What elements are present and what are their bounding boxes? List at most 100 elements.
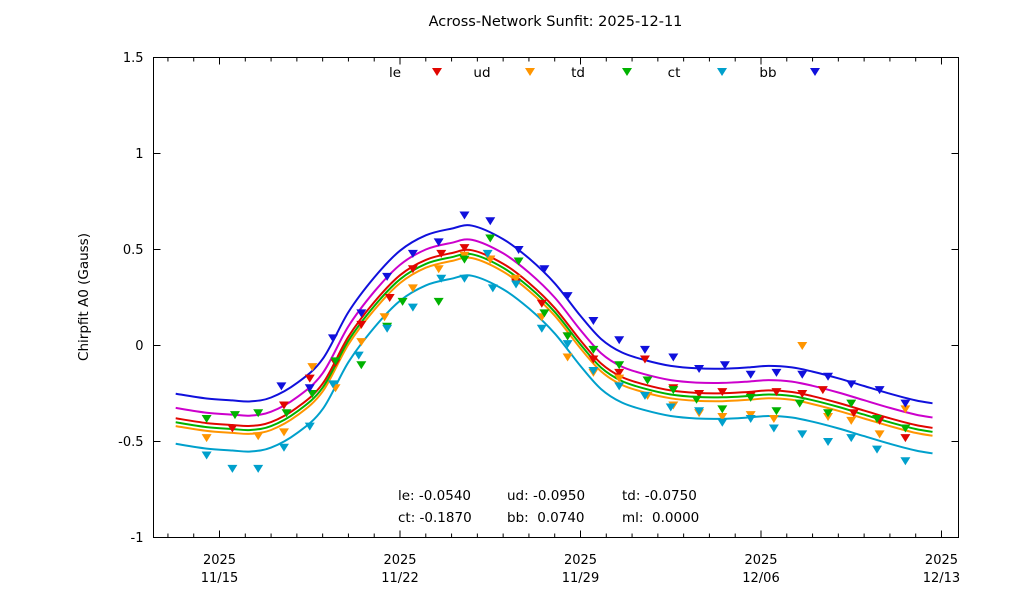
data-point-td [872,414,883,423]
data-point-ct [304,422,315,431]
data-point-td [433,297,444,306]
fit-annotation-segment: le: -0.0540 [398,488,471,504]
data-point-ct [694,407,705,416]
data-point-bb [382,272,393,281]
data-point-ct [588,366,599,375]
data-point-ct [562,340,573,349]
data-point-bb [694,365,705,374]
data-point-td [513,257,524,266]
data-point-le [436,249,447,258]
chart-title: Across-Network Sunfit: 2025-12-11 [428,14,683,30]
data-point-ct [900,457,911,466]
data-point-bb [588,317,599,326]
data-point-td [253,409,264,418]
data-point-ct [482,249,493,258]
curve-ud [175,256,933,437]
data-point-td [539,309,550,318]
data-point-ud [278,428,289,437]
data-point-ud [356,338,367,347]
data-point-td [330,357,341,366]
fit-annotation-segment: ct: -0.1870 [398,510,472,526]
data-point-ct [614,382,625,391]
legend-marker-bb [810,68,820,76]
data-point-ct [846,434,857,443]
fit-annotations: le: -0.0540 ud: -0.0950 td: -0.0750 ct: -0.… [398,488,699,526]
y-axis-title: Chirpfit A0 (Gauss) [76,233,92,361]
x-tick-label-year: 2025 [744,553,777,568]
data-point-le [459,244,470,253]
data-point-td [668,386,679,395]
fit-annotation-segment: bb: 0.0740 [507,510,585,526]
data-point-bb [304,384,315,393]
x-tick-label-year: 2025 [383,553,416,568]
data-point-le [614,368,625,377]
points-ud [201,251,911,443]
legend-label-td: td [571,65,585,81]
data-point-bb [900,399,911,408]
data-point-ud [379,313,390,322]
curve-ct [175,274,933,455]
legend-label-le: le [389,65,401,81]
data-point-td [846,399,857,408]
data-point-ct [872,445,883,454]
data-point-td [794,399,805,408]
data-point-bb [614,336,625,345]
data-point-le [817,386,828,395]
data-point-td [771,407,782,416]
data-point-td [281,409,292,418]
data-point-bb [639,345,650,354]
data-point-le [384,294,395,302]
data-point-le [900,434,911,443]
data-point-le [717,388,728,397]
data-point-td [823,409,834,418]
data-point-ud [797,342,808,350]
data-point-ct [536,324,547,333]
data-point-bb [327,334,338,343]
y-tick-label: -0.5 [118,435,143,450]
data-point-td [201,414,212,423]
data-point-td [459,255,470,264]
data-point-ct [327,380,338,389]
data-point-ct [511,280,522,289]
legend-marker-ud [525,68,535,76]
data-point-ud [201,434,212,443]
data-point-ct [639,391,650,400]
x-tick-label-date: 11/22 [381,571,418,586]
data-point-td [642,376,653,385]
data-point-ct [407,303,418,312]
data-point-td [485,234,496,243]
points-bb [276,211,911,408]
data-point-le [536,299,547,308]
fit-curves [175,224,933,455]
data-point-ud [900,405,911,414]
data-point-ct [253,464,264,473]
data-point-bb [539,265,550,274]
x-tick-label-date: 12/06 [742,571,779,586]
curve-ml [175,238,933,419]
points-ct [201,249,911,473]
scatter-points [201,211,911,473]
data-point-ct [382,324,393,333]
curve-bb [175,224,933,405]
legend-label-ct: ct [668,65,681,81]
data-point-ud [511,274,522,283]
data-point-bb [874,386,885,395]
data-point-td [900,424,911,433]
data-point-ud [846,416,857,425]
data-point-le [639,355,650,364]
curve-le [175,248,933,429]
legend-label-bb: bb [759,65,776,81]
data-point-ud [874,430,885,439]
y-tick-label: 1 [135,147,143,162]
legend-marker-ct [717,68,727,76]
data-point-bb [356,309,367,318]
data-point-ct [665,403,676,412]
fit-annotation-segment: ml: 0.0000 [622,510,699,526]
data-point-ud [253,432,264,441]
data-point-le [278,401,289,410]
data-point-bb [823,372,834,381]
data-point-bb [407,249,418,258]
data-point-td [717,405,728,414]
data-point-le [848,409,859,418]
data-point-le [771,388,782,397]
